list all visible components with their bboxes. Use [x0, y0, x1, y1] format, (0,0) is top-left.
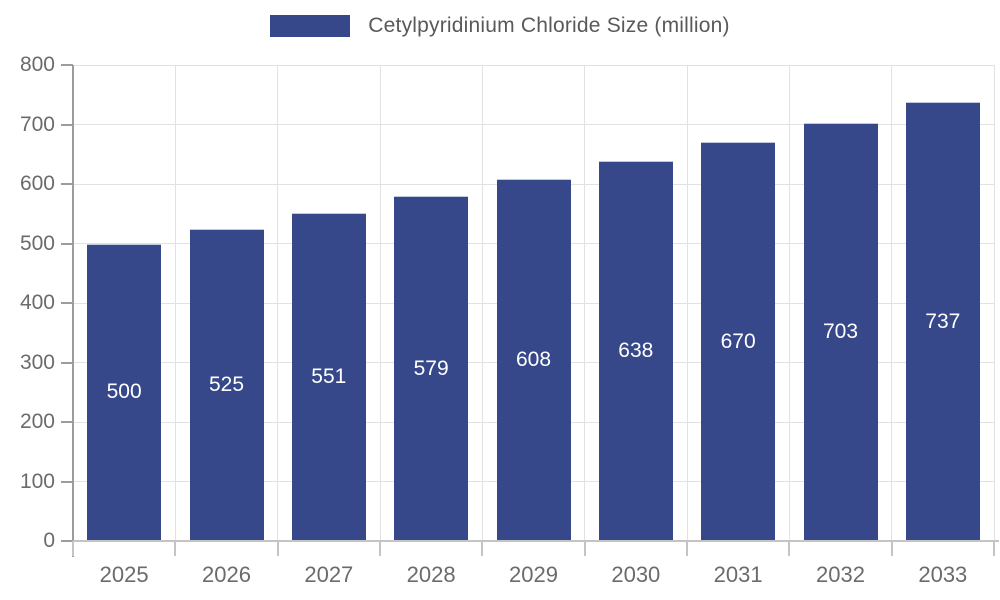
y-tick-label-400: 400 — [19, 291, 55, 314]
bar-2033 — [906, 102, 980, 541]
gridline-v-6 — [686, 65, 688, 541]
x-tick-label-2032: 2032 — [816, 562, 865, 587]
y-tick-label-700: 700 — [19, 112, 55, 136]
y-tick-100 — [61, 480, 73, 483]
x-tick-label-2028: 2028 — [406, 562, 456, 587]
bar-2025 — [87, 244, 161, 542]
y-tick-label-200: 200 — [19, 410, 55, 433]
bar-value-2025: 500 — [106, 380, 142, 404]
gridline-h-800 — [73, 64, 994, 66]
x-tick-4 — [481, 541, 484, 556]
x-tick-7 — [788, 541, 791, 556]
bar-value-2030: 638 — [618, 339, 654, 363]
x-tick-label-2031: 2031 — [713, 562, 763, 587]
bar-2030 — [599, 161, 673, 541]
y-tick-500 — [61, 242, 73, 245]
x-tick-8 — [890, 541, 893, 556]
gridline-v-4 — [481, 65, 483, 541]
y-tick-label-600: 600 — [19, 172, 55, 195]
x-tick-label-2030: 2030 — [611, 562, 661, 587]
gridline-v-5 — [584, 65, 586, 541]
x-tick-label-2025: 2025 — [99, 562, 149, 587]
x-tick-9 — [993, 541, 995, 556]
y-tick-label-300: 300 — [19, 350, 55, 374]
y-tick-800 — [61, 64, 73, 66]
x-tick-2 — [276, 541, 279, 556]
x-tick-0 — [72, 541, 74, 556]
bar-2029 — [497, 179, 571, 541]
y-tick-label-500: 500 — [19, 231, 55, 255]
bar-value-2026: 525 — [208, 372, 245, 396]
y-tick-200 — [61, 421, 73, 423]
gridline-v-7 — [788, 65, 790, 541]
gridline-h-700 — [73, 124, 994, 125]
y-tick-label-100: 100 — [19, 469, 55, 493]
bar-value-2033: 737 — [925, 309, 961, 333]
chart-legend: Cetylpyridinium Chloride Size (million) — [0, 14, 1000, 38]
x-tick-3 — [379, 541, 381, 556]
bar-2032 — [804, 123, 878, 541]
x-tick-1 — [174, 541, 177, 556]
bar-2031 — [701, 142, 775, 541]
y-tick-label-800: 800 — [19, 53, 55, 76]
legend-label: Cetylpyridinium Chloride Size (million) — [368, 14, 730, 37]
gridline-v-2 — [277, 65, 279, 541]
bar-2026 — [190, 229, 264, 541]
x-tick-6 — [686, 541, 688, 556]
gridline-v-8 — [891, 65, 893, 541]
x-tick-label-2026: 2026 — [202, 562, 251, 587]
plot-area: 500 525 551 579 608 638 670 703 737 — [73, 64, 995, 542]
x-tick-label-2027: 2027 — [304, 562, 354, 587]
y-tick-400 — [61, 302, 73, 304]
bar-value-2027: 551 — [311, 365, 347, 389]
x-tick-5 — [583, 541, 586, 556]
bar-value-2029: 608 — [515, 348, 552, 372]
bar-value-2031: 670 — [720, 329, 756, 353]
bar-value-2028: 579 — [413, 356, 449, 380]
y-axis-line — [72, 65, 74, 557]
y-tick-300 — [61, 361, 73, 364]
bar-value-2032: 703 — [822, 319, 859, 343]
bar-2028 — [394, 196, 468, 541]
gridline-v-1 — [174, 65, 176, 541]
y-tick-label-0: 0 — [43, 529, 55, 552]
x-tick-label-2029: 2029 — [509, 562, 558, 587]
gridline-v-3 — [379, 65, 381, 541]
gridline-v-9 — [993, 65, 995, 541]
x-tick-label-2033: 2033 — [918, 562, 968, 587]
bar-2027 — [292, 213, 366, 541]
y-tick-700 — [61, 123, 73, 126]
legend-swatch — [270, 15, 351, 37]
x-axis-line — [63, 540, 999, 542]
y-tick-0 — [61, 540, 73, 542]
y-tick-600 — [61, 183, 73, 185]
